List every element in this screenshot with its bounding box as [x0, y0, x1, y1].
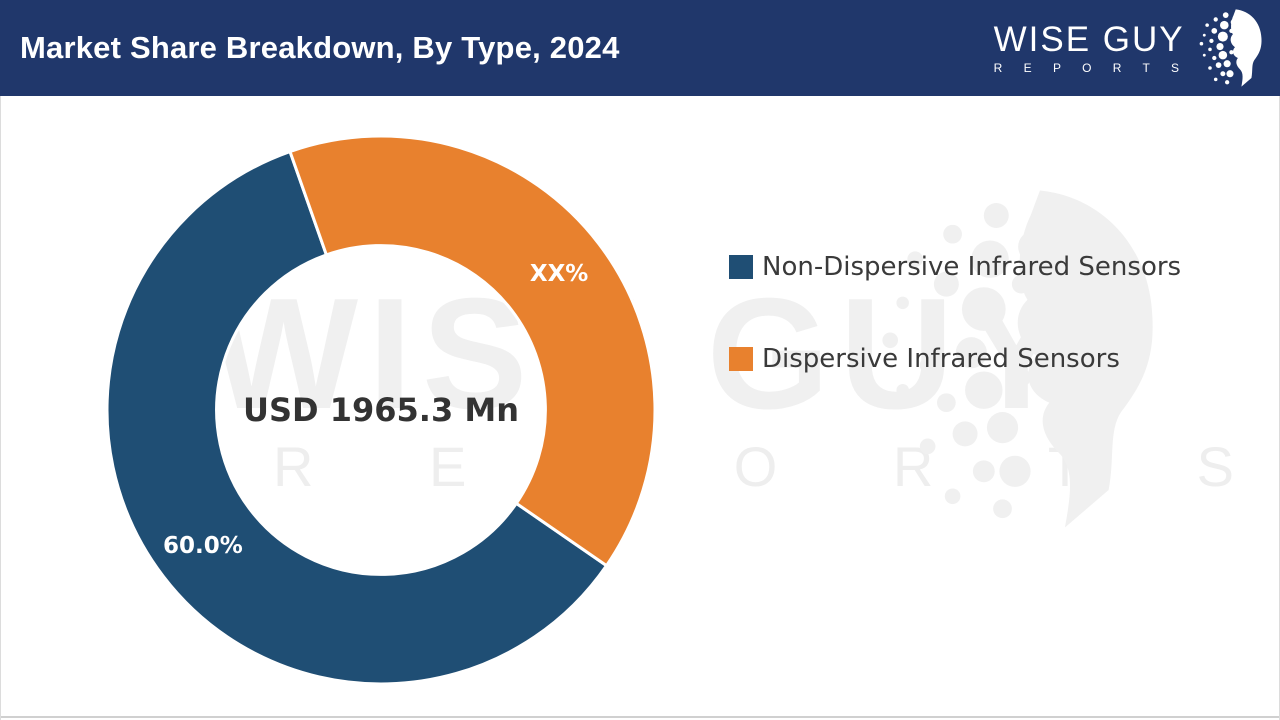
donut-chart: USD 1965.3 Mn 60.0% XX% [104, 133, 658, 687]
wise-guy-logo: WISE GUY R E P O R T S [994, 8, 1266, 88]
pie-slice-1 [288, 134, 657, 568]
pie-slice-0 [105, 150, 609, 686]
logo-subtitle: R E P O R T S [993, 60, 1188, 75]
logo-text: WISE GUY R E P O R T S [994, 22, 1188, 75]
page-title: Market Share Breakdown, By Type, 2024 [20, 30, 620, 65]
legend-swatch-dispersive [729, 347, 753, 371]
logo-face-icon [1199, 9, 1262, 87]
legend-swatch-non-dispersive [729, 255, 753, 279]
logo-wordmark: WISE GUY [993, 19, 1185, 59]
legend: Non-Dispersive Infrared Sensors Dispersi… [729, 251, 1181, 375]
slice-label: XX% [529, 260, 589, 287]
header-bar: Market Share Breakdown, By Type, 2024 WI… [0, 0, 1280, 96]
chart-area: WISE GUY R E P O R T S USD 1965.3 Mn 60.… [0, 96, 1280, 720]
legend-item: Dispersive Infrared Sensors [729, 343, 1181, 375]
legend-label: Dispersive Infrared Sensors [762, 344, 1120, 374]
legend-item: Non-Dispersive Infrared Sensors [729, 251, 1181, 283]
slice-label: 60.0% [162, 533, 243, 560]
bottom-divider [1, 716, 1279, 718]
legend-label: Non-Dispersive Infrared Sensors [762, 252, 1182, 282]
donut-svg [105, 134, 657, 686]
donut-center-value: USD 1965.3 Mn [243, 391, 519, 429]
